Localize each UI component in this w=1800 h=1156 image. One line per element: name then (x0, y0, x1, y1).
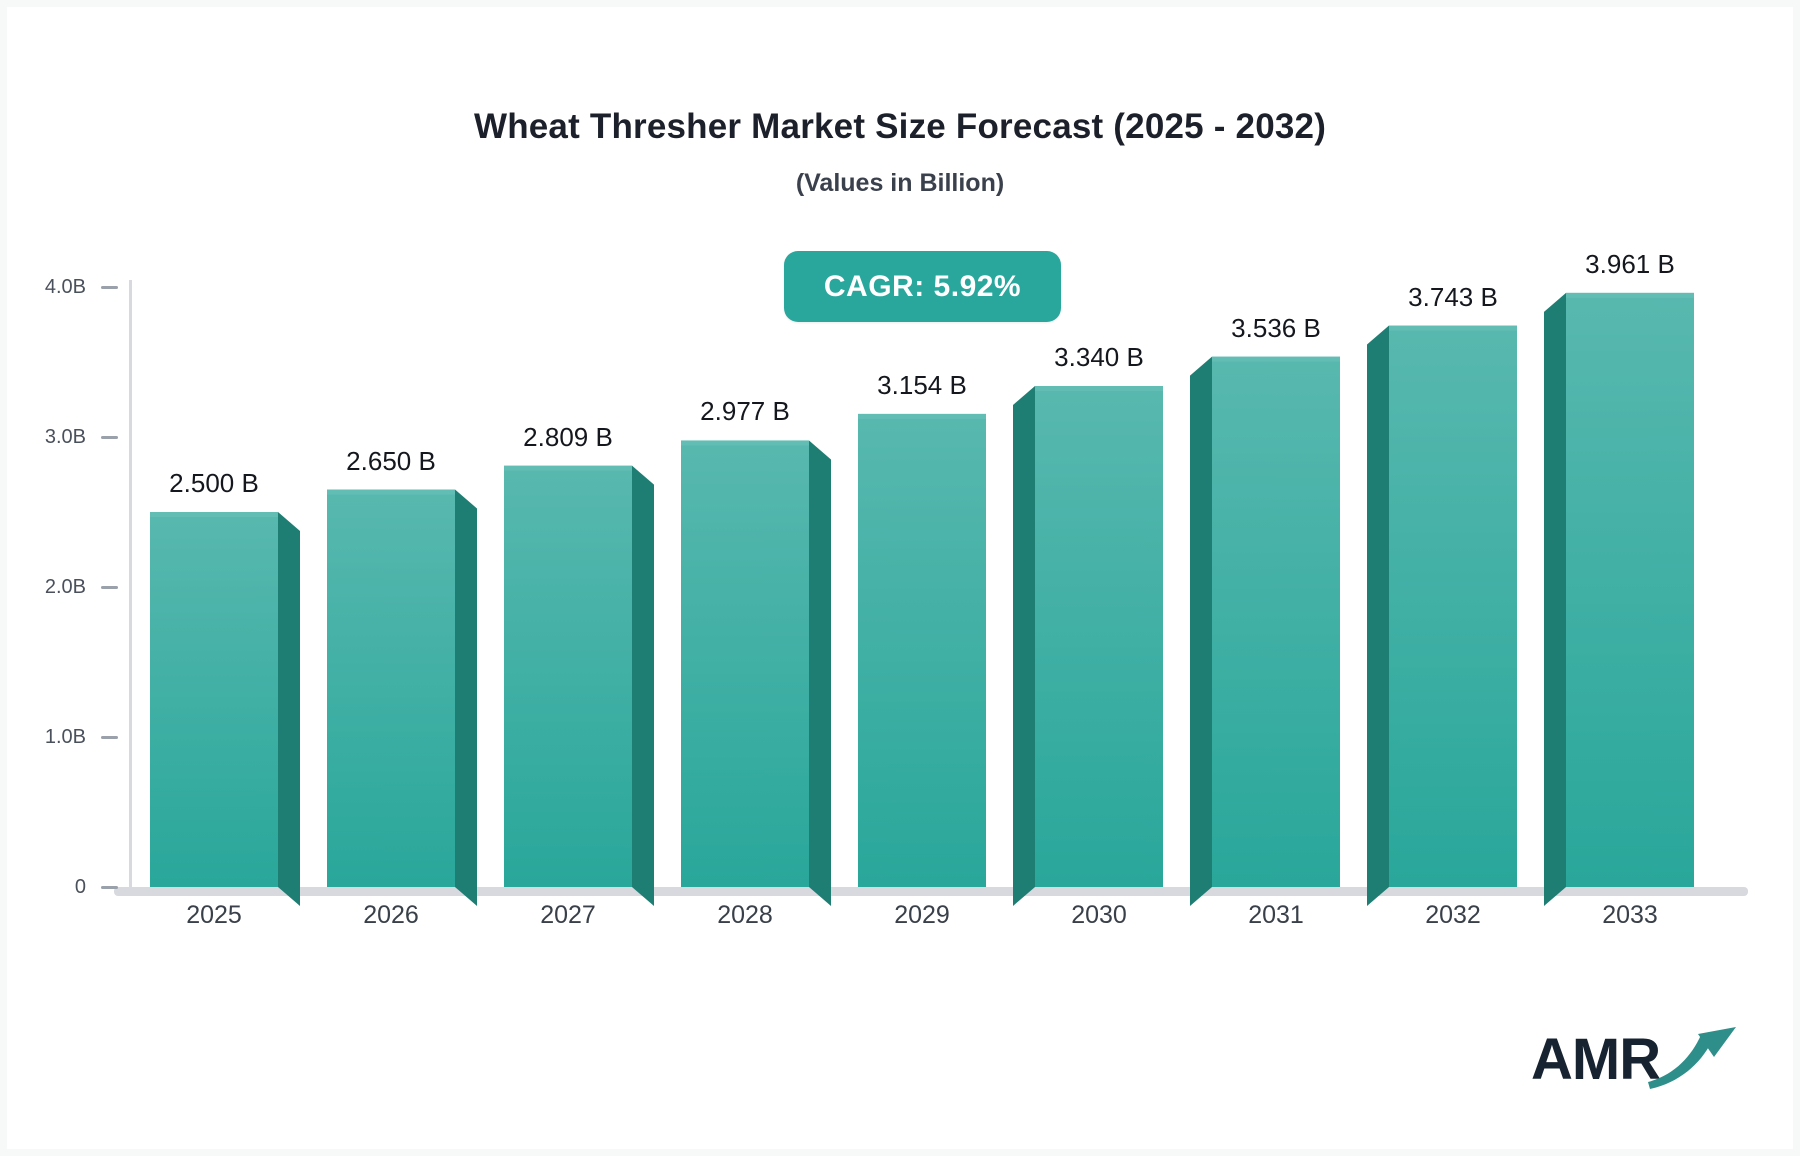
bar-front-face (150, 512, 278, 887)
bar-value-label: 3.154 B (877, 369, 967, 400)
x-axis-label: 2030 (1071, 901, 1127, 929)
y-axis-line (129, 280, 132, 896)
x-axis-label: 2032 (1425, 901, 1481, 929)
y-axis-tick (101, 886, 118, 889)
x-axis-label: 2025 (186, 901, 242, 929)
bar-2033 (1544, 292, 1694, 907)
bar-side-face (1367, 325, 1389, 906)
arrow-tail (1648, 1035, 1713, 1089)
cagr-badge: CAGR: 5.92% (784, 251, 1061, 322)
bar-value-label: 2.650 B (346, 445, 436, 476)
bar-top-highlight (681, 440, 809, 446)
bar-front-face (1389, 325, 1517, 887)
bar-2027 (504, 465, 654, 906)
y-axis-tick (101, 286, 118, 289)
bar-2028 (681, 440, 831, 906)
bar-2029 (858, 413, 986, 887)
bar-value-label: 3.340 B (1054, 342, 1144, 372)
bar-top-highlight (327, 489, 455, 495)
cagr-label: CAGR: 5.92% (823, 269, 1022, 303)
chart-title: Wheat Thresher Market Size Forecast (202… (473, 107, 1327, 146)
x-axis-label: 2031 (1248, 901, 1304, 929)
bar-2025 (150, 512, 300, 906)
bar-2030 (1013, 386, 1163, 906)
bar-front-face (327, 489, 455, 887)
y-axis-label: 3.0B (44, 426, 86, 448)
y-axis-label: 0 (74, 876, 86, 898)
bar-top-highlight (504, 465, 632, 471)
y-axis-label: 4.0B (44, 276, 86, 298)
chart-subtitle: (Values in Billion) (795, 169, 1005, 197)
bar-front-face (858, 413, 986, 887)
bar-value-label: 3.743 B (1408, 281, 1498, 312)
bar-value-label: 3.536 B (1231, 312, 1321, 343)
bar-value-label: 2.500 B (169, 468, 259, 498)
bar-top-highlight (858, 413, 986, 419)
y-axis-label: 2.0B (44, 576, 86, 598)
bar-side-face (1544, 292, 1566, 907)
arrow-head (1698, 1027, 1737, 1057)
x-axis-line (114, 887, 1748, 896)
x-axis-label: 2033 (1602, 901, 1658, 929)
y-axis-tick (101, 736, 118, 739)
bar-side-face (1190, 356, 1212, 907)
bar-value-label: 2.809 B (523, 421, 613, 452)
bar-front-face (681, 440, 809, 887)
x-axis-label: 2026 (363, 901, 419, 929)
bar-front-face (1035, 386, 1163, 887)
bar-side-face (632, 465, 654, 906)
bar-value-label: 2.977 B (700, 396, 790, 427)
growth-arrow-icon (1648, 1027, 1737, 1089)
bar-top-highlight (1566, 292, 1694, 298)
bar-side-face (1013, 386, 1035, 906)
bar-side-face (278, 512, 300, 906)
y-axis-label: 1.0B (44, 726, 86, 748)
x-axis-label: 2028 (717, 901, 773, 929)
bar-front-face (1212, 356, 1340, 888)
bar-top-highlight (1035, 386, 1163, 391)
brand-logo-text: AMR (1531, 1027, 1661, 1092)
bar-front-face (1566, 292, 1694, 888)
bar-side-face (455, 489, 477, 906)
y-axis-tick (101, 586, 118, 589)
bar-top-highlight (1389, 325, 1517, 331)
bar-value-label: 3.961 B (1585, 248, 1675, 279)
bar-2026 (327, 489, 477, 906)
y-axis-tick (101, 436, 118, 439)
bar-side-face (809, 440, 831, 906)
x-axis-label: 2027 (540, 901, 596, 929)
bar-2031 (1190, 356, 1340, 907)
bar-top-highlight (150, 512, 278, 517)
bar-front-face (504, 465, 632, 887)
brand-logo: AMR (1531, 1027, 1740, 1092)
bar-top-highlight (1212, 356, 1340, 362)
x-axis-label: 2029 (894, 901, 950, 929)
bar-2032 (1367, 325, 1517, 906)
